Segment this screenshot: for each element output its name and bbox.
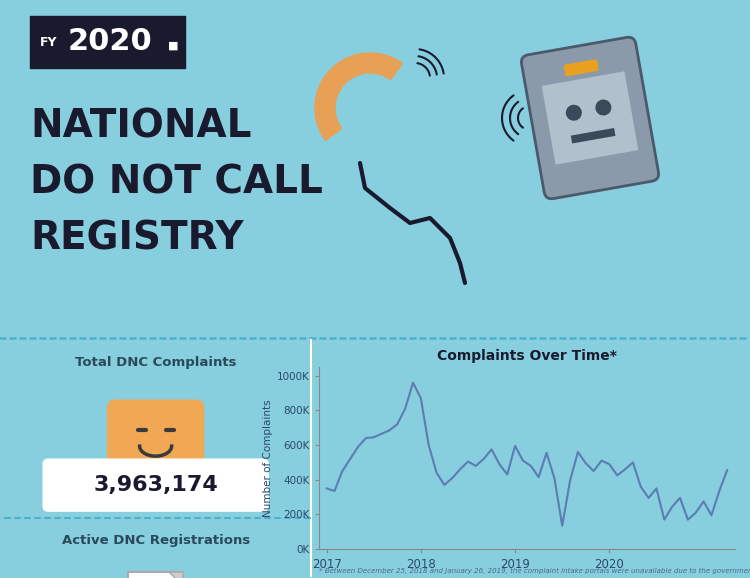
Text: * Between December 25, 2018 and January 26, 2019, the complaint intake portals w: * Between December 25, 2018 and January … [319, 568, 750, 575]
Text: DO NOT CALL: DO NOT CALL [30, 163, 322, 201]
FancyBboxPatch shape [521, 37, 658, 199]
Text: NATIONAL: NATIONAL [30, 108, 251, 146]
Text: FY: FY [40, 35, 58, 49]
Text: REGISTRY: REGISTRY [30, 220, 244, 258]
Text: 3,963,174: 3,963,174 [93, 475, 218, 495]
FancyBboxPatch shape [571, 128, 616, 143]
Polygon shape [121, 470, 151, 490]
FancyBboxPatch shape [542, 71, 638, 165]
FancyBboxPatch shape [43, 459, 268, 511]
Text: 2020: 2020 [68, 27, 153, 55]
FancyBboxPatch shape [564, 59, 598, 76]
FancyBboxPatch shape [108, 400, 203, 476]
Text: ■: ■ [168, 41, 178, 51]
Circle shape [566, 105, 582, 121]
Text: Total DNC Complaints: Total DNC Complaints [75, 356, 236, 369]
Circle shape [596, 99, 611, 116]
Polygon shape [170, 572, 183, 578]
FancyBboxPatch shape [30, 16, 185, 68]
FancyBboxPatch shape [128, 572, 183, 578]
Polygon shape [315, 53, 402, 140]
Y-axis label: Number of Complaints: Number of Complaints [262, 399, 273, 517]
Text: Active DNC Registrations: Active DNC Registrations [62, 534, 250, 547]
Title: Complaints Over Time*: Complaints Over Time* [437, 349, 616, 363]
